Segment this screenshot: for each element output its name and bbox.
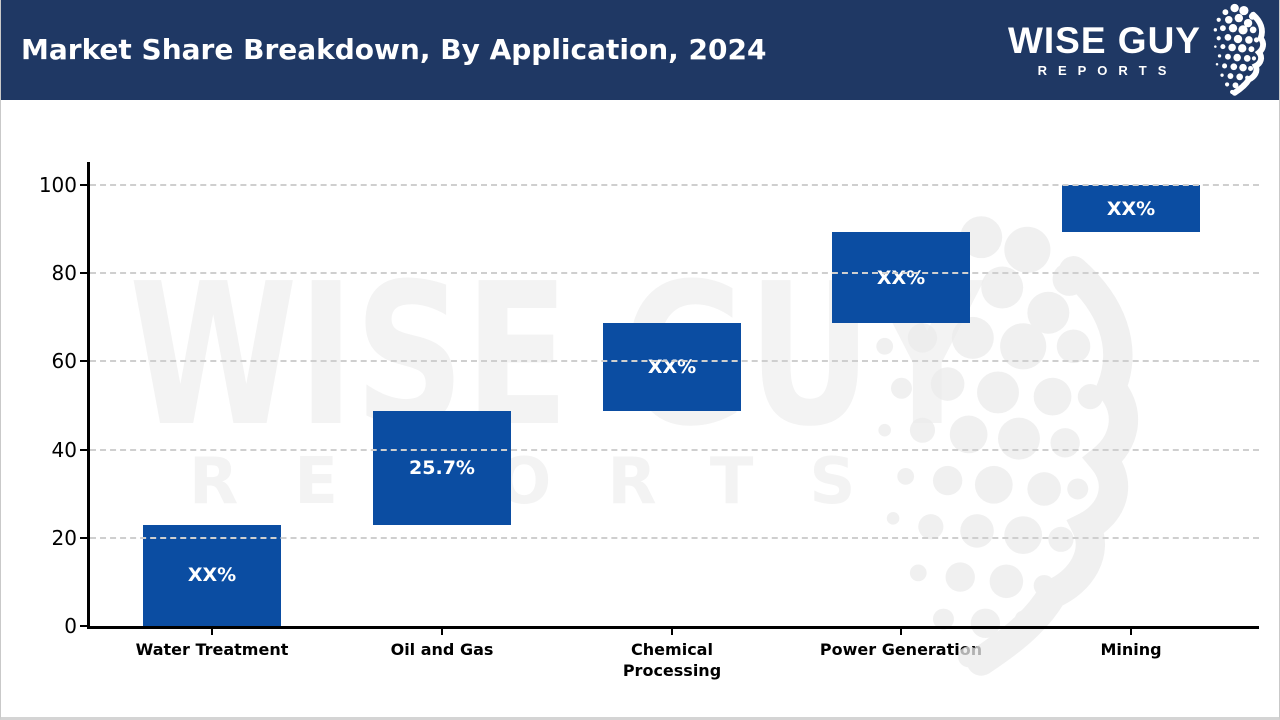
x-tick-4 bbox=[1130, 628, 1132, 635]
y-tick-40 bbox=[80, 448, 88, 451]
logo-face-icon bbox=[1213, 3, 1267, 96]
chart-title: Market Share Breakdown, By Application, … bbox=[21, 33, 767, 66]
x-category-label: Water Treatment bbox=[135, 640, 289, 659]
gridline-40 bbox=[90, 448, 1259, 451]
gridline-60 bbox=[90, 360, 1259, 363]
bar-value-label: XX% bbox=[876, 266, 926, 289]
y-tick-label: 100 bbox=[38, 173, 77, 197]
logo-wordmark: WISE GUY REPORTS bbox=[1008, 22, 1201, 78]
x-tick-1 bbox=[441, 628, 443, 635]
header-bar: Market Share Breakdown, By Application, … bbox=[1, 0, 1279, 100]
y-tick-label: 20 bbox=[51, 525, 77, 550]
logo-wordmark-sub: REPORTS bbox=[1037, 63, 1178, 78]
bar-power-generation: XX% bbox=[832, 232, 970, 324]
y-tick-0 bbox=[80, 625, 88, 627]
y-axis-line bbox=[87, 162, 90, 628]
x-category-label: Mining bbox=[1100, 640, 1162, 659]
bar-oil-and-gas: 25.7% bbox=[373, 411, 511, 525]
gridline-80 bbox=[90, 272, 1259, 275]
y-tick-60 bbox=[80, 360, 88, 363]
x-category-label: Chemical Processing bbox=[622, 640, 722, 680]
wiseguy-logo: WISE GUY REPORTS bbox=[1008, 0, 1271, 100]
y-tick-20 bbox=[80, 536, 88, 539]
logo-wordmark-main: WISE GUY bbox=[1007, 20, 1201, 61]
chart-area: WISE GUY REPORTS 0 20 40 60 80 100 XX% 25.7% XX%… bbox=[1, 100, 1279, 720]
bar-value-label: 25.7% bbox=[409, 456, 475, 479]
bar-mining: XX% bbox=[1062, 185, 1200, 233]
gridline-100 bbox=[90, 184, 1259, 186]
x-category-label: Oil and Gas bbox=[390, 640, 494, 659]
y-tick-label: 60 bbox=[51, 349, 77, 374]
x-tick-0 bbox=[211, 628, 213, 635]
bar-water-treatment: XX% bbox=[143, 524, 281, 626]
y-tick-80 bbox=[80, 272, 88, 275]
y-tick-100 bbox=[80, 184, 88, 186]
bar-chemical-processing: XX% bbox=[603, 323, 741, 412]
y-tick-label: 80 bbox=[51, 261, 77, 286]
y-tick-label: 0 bbox=[64, 614, 77, 638]
y-tick-label: 40 bbox=[51, 437, 77, 462]
bar-value-label: XX% bbox=[1106, 197, 1156, 220]
x-category-label: Power Generation bbox=[819, 640, 983, 659]
watermark-wordmark-sub: REPORTS bbox=[189, 445, 912, 519]
x-axis-line bbox=[87, 626, 1259, 629]
x-tick-2 bbox=[671, 628, 673, 635]
gridline-20 bbox=[90, 536, 1259, 539]
bar-value-label: XX% bbox=[187, 564, 237, 587]
x-tick-3 bbox=[900, 628, 902, 635]
